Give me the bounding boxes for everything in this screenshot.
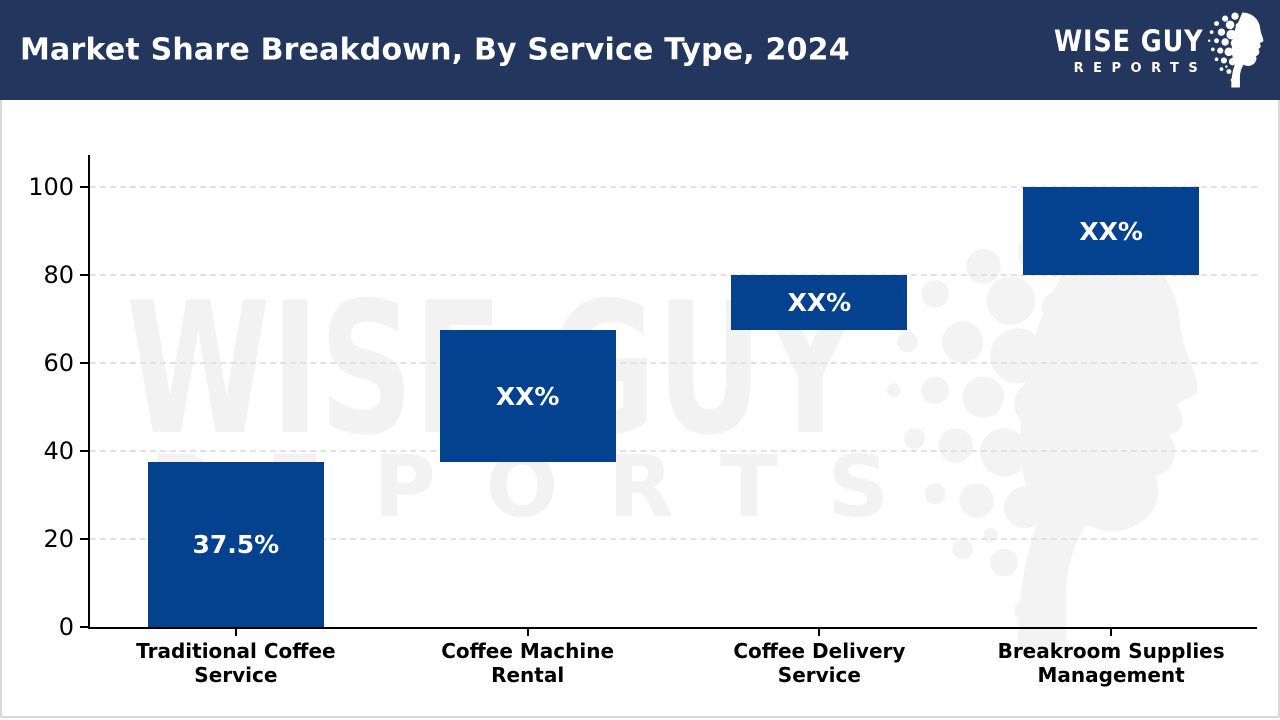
y-axis-tick — [80, 450, 88, 453]
x-axis-tick — [234, 627, 237, 636]
plot-area: 0 20 40 60 80 100 37.5% Traditional Coffee Serv… — [28, 155, 1257, 686]
x-axis-label: Coffee Machine Rental — [441, 639, 615, 687]
bar-value-label: XX% — [1079, 216, 1143, 246]
y-axis-tick-label: 0 — [58, 613, 74, 641]
bar-value-label: XX% — [495, 381, 560, 411]
chart-bar: XX% — [1023, 187, 1200, 276]
gridline — [90, 274, 1257, 277]
x-axis-tick — [1110, 627, 1113, 636]
y-axis-tick — [80, 538, 88, 541]
y-axis-tick-label: 100 — [28, 173, 74, 202]
chart-area: WISE GUY REPORTS 0 20 40 60 80 100 37.5% Tradit… — [0, 100, 1280, 720]
chart-bar: XX% — [439, 330, 616, 463]
brand-text: WISE GUY REPORTS — [1054, 24, 1224, 76]
gridline — [90, 450, 1257, 453]
brand-name-bottom: REPORTS — [1073, 61, 1208, 76]
y-axis-tick — [80, 626, 88, 628]
chart-bar: XX% — [731, 275, 908, 331]
brand-name-top: WISE GUY — [1054, 24, 1204, 58]
gridline — [90, 186, 1257, 189]
x-axis-label: Coffee Delivery Service — [733, 639, 906, 687]
dots-face-icon — [1207, 12, 1264, 88]
y-axis-tick — [80, 186, 88, 189]
header-bar: Market Share Breakdown, By Service Type,… — [0, 0, 1280, 100]
y-axis-tick-label: 40 — [43, 437, 74, 466]
y-axis-tick-label: 80 — [43, 261, 74, 290]
y-axis-tick-label: 60 — [43, 349, 74, 378]
bar-value-label: XX% — [787, 288, 852, 318]
bar-value-label: 37.5% — [192, 530, 280, 560]
gridline — [90, 362, 1257, 365]
chart-bar: 37.5% — [147, 462, 324, 627]
y-axis-tick-label: 20 — [43, 525, 74, 554]
x-axis-label: Breakroom Supplies Management — [997, 639, 1225, 687]
brand-logo: WISE GUY REPORTS — [1026, 6, 1266, 94]
page-title: Market Share Breakdown, By Service Type,… — [20, 32, 850, 68]
x-axis-tick — [818, 627, 821, 636]
x-axis-tick — [526, 627, 529, 636]
x-axis-label: Traditional Coffee Service — [136, 639, 336, 687]
y-axis-tick — [80, 274, 88, 277]
y-axis-tick — [80, 362, 88, 365]
gridline — [90, 538, 1257, 541]
